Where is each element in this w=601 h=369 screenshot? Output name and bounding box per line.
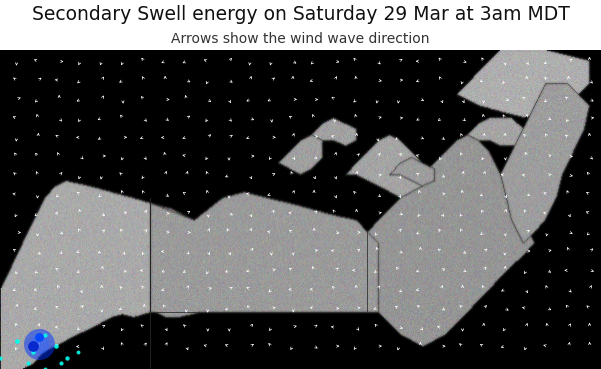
Point xyxy=(34,341,44,347)
Point xyxy=(73,349,83,355)
Point xyxy=(12,338,22,344)
Point xyxy=(62,355,72,361)
Point xyxy=(23,361,32,366)
Point xyxy=(51,343,61,349)
Text: Secondary Swell energy on Saturday 29 Mar at 3am MDT: Secondary Swell energy on Saturday 29 Ma… xyxy=(32,6,569,24)
Point xyxy=(29,349,38,355)
Point xyxy=(34,341,44,347)
Point xyxy=(34,334,44,340)
Point xyxy=(0,355,5,361)
Point xyxy=(29,343,38,349)
Point xyxy=(56,361,66,366)
Text: Arrows show the wind wave direction: Arrows show the wind wave direction xyxy=(171,32,430,46)
Point xyxy=(40,332,49,338)
Point xyxy=(40,366,49,369)
